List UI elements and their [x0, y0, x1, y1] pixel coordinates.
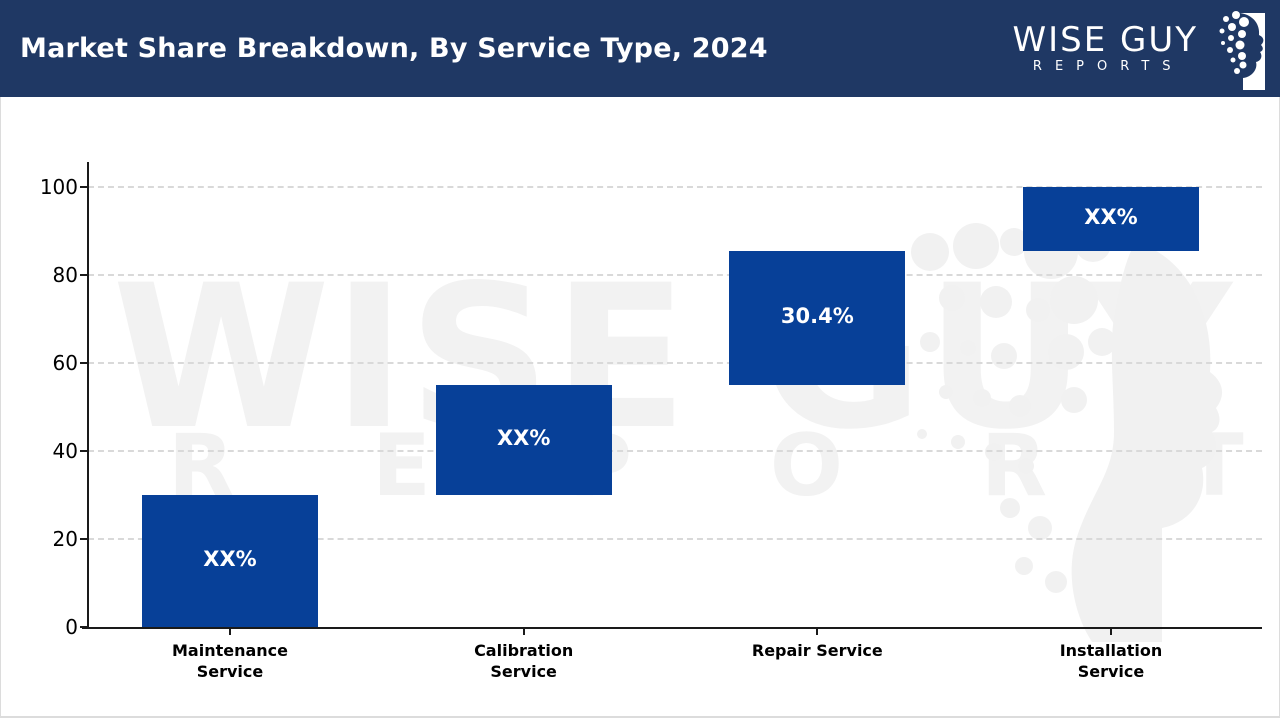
- y-axis-tick-mark: [80, 538, 88, 540]
- brand-logo: WISE GUY REPORTS: [1012, 7, 1266, 91]
- bar-value-label: XX%: [203, 547, 257, 571]
- x-axis-tick-mark: [522, 627, 525, 635]
- gridline-40: [88, 450, 1262, 452]
- bar-value-label: 30.4%: [780, 304, 854, 329]
- x-axis-category-label: Installation Service: [1059, 641, 1163, 681]
- y-axis-tick-label: 0: [65, 615, 78, 639]
- y-axis-tick-label: 20: [52, 527, 78, 551]
- x-axis-category-label: Maintenance Service: [171, 641, 288, 681]
- gridline-60: [88, 362, 1262, 364]
- x-axis-category-label: Calibration Service: [474, 641, 574, 681]
- brand-wordmark: WISE GUY REPORTS: [1012, 23, 1198, 74]
- header: Market Share Breakdown, By Service Type,…: [0, 0, 1280, 97]
- bar-installation-service: [1023, 187, 1199, 252]
- gridline-80: [88, 274, 1262, 276]
- bar-maintenance-service: [142, 495, 318, 627]
- brand-face-icon: [1219, 10, 1265, 90]
- x-axis-tick-mark: [1110, 627, 1112, 635]
- y-axis-line: [87, 162, 89, 629]
- y-axis-tick-label: 80: [52, 263, 78, 287]
- x-axis-tick-mark: [816, 627, 819, 635]
- x-axis-line: [82, 627, 1262, 629]
- x-axis-category-label: Repair Service: [751, 641, 883, 660]
- gridline-20: [88, 538, 1262, 540]
- y-axis-tick-mark: [80, 274, 88, 276]
- card-bottom-border: [0, 716, 1280, 718]
- watermark-face-icon: [911, 223, 1223, 642]
- bar-repair-service: [729, 251, 906, 385]
- y-axis-tick-label: 40: [52, 439, 78, 463]
- page-title: Market Share Breakdown, By Service Type,…: [20, 33, 768, 64]
- y-axis-tick-mark: [80, 450, 88, 452]
- bar-value-label: XX%: [496, 426, 551, 450]
- y-axis-tick-mark: [80, 186, 88, 188]
- bar-calibration-service: [435, 385, 612, 495]
- x-axis-tick-mark: [229, 627, 231, 635]
- gridline-100: [88, 186, 1262, 188]
- y-axis-tick-label: 100: [39, 175, 78, 199]
- bar-value-label: XX%: [1084, 205, 1138, 230]
- brand-name-text: WISE GUY: [1012, 20, 1198, 60]
- y-axis-tick-label: 60: [52, 351, 78, 375]
- card-left-border: [0, 97, 1, 717]
- brand-subtitle-text: REPORTS: [1032, 59, 1184, 74]
- y-axis-tick-mark: [80, 362, 88, 364]
- watermark-wordmark: WISE GUY: [112, 242, 1234, 473]
